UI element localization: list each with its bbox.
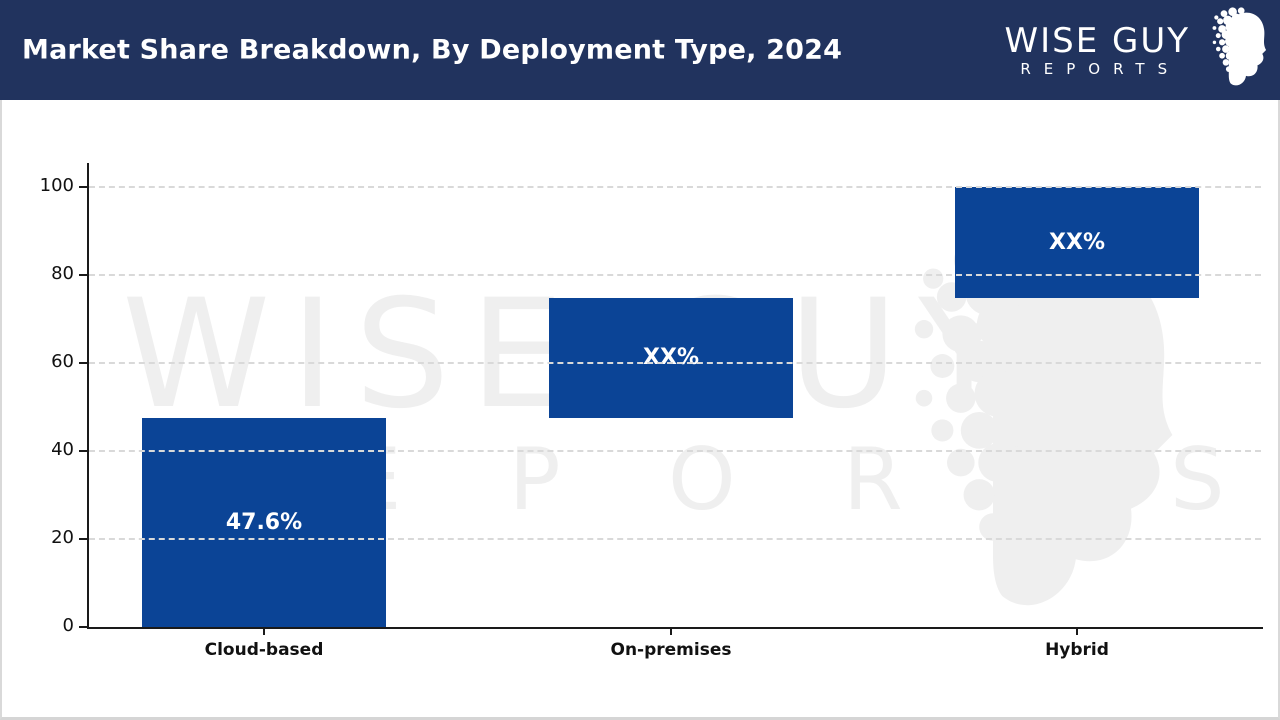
y-tick-label: 40: [51, 439, 74, 460]
y-tick-label: 80: [51, 263, 74, 284]
y-axis-line: [87, 163, 89, 629]
x-tick-mark: [1076, 629, 1078, 635]
y-tick-label: 100: [39, 175, 74, 196]
y-tick-label: 0: [62, 615, 74, 636]
gridline: [89, 186, 1261, 188]
y-tick-mark: [79, 626, 88, 628]
x-tick-mark: [670, 629, 672, 635]
gridline: [89, 274, 1261, 276]
bar-value-label: 47.6%: [225, 509, 303, 535]
category-label-2: On-premises: [610, 640, 732, 660]
plot-area: 47.6% XX% XX%: [88, 186, 1262, 627]
page-title: Market Share Breakdown, By Deployment Ty…: [22, 34, 843, 66]
bar-segment-3: XX%: [955, 187, 1199, 298]
y-tick-mark: [79, 450, 88, 452]
x-axis-line: [87, 627, 1263, 629]
bar-segment-1: 47.6%: [142, 417, 386, 627]
brand-wordmark: WISE GUY REPORTS: [1004, 24, 1190, 77]
category-label-1: Cloud-based: [204, 640, 324, 660]
gridline: [89, 538, 1261, 540]
gridline: [89, 362, 1261, 364]
header-bar: Market Share Breakdown, By Deployment Ty…: [0, 0, 1280, 100]
y-tick-mark: [79, 274, 88, 276]
bar-value-label: XX%: [1049, 229, 1105, 255]
brand-name: WISE GUY: [1004, 20, 1190, 61]
gridline: [89, 450, 1261, 452]
y-tick-mark: [79, 538, 88, 540]
y-tick-label: 20: [51, 527, 74, 548]
y-tick-mark: [79, 186, 88, 188]
bar-segment-2: XX%: [549, 297, 793, 418]
y-tick-label: 60: [51, 351, 74, 372]
x-tick-mark: [263, 629, 265, 635]
brand-subtitle: REPORTS: [1020, 59, 1181, 78]
wise-guy-face-icon: [1176, 6, 1272, 94]
bar-value-label: XX%: [643, 345, 699, 371]
category-label-3: Hybrid: [1045, 640, 1109, 660]
y-tick-mark: [79, 362, 88, 364]
brand-logo: WISE GUY REPORTS: [1004, 0, 1272, 100]
